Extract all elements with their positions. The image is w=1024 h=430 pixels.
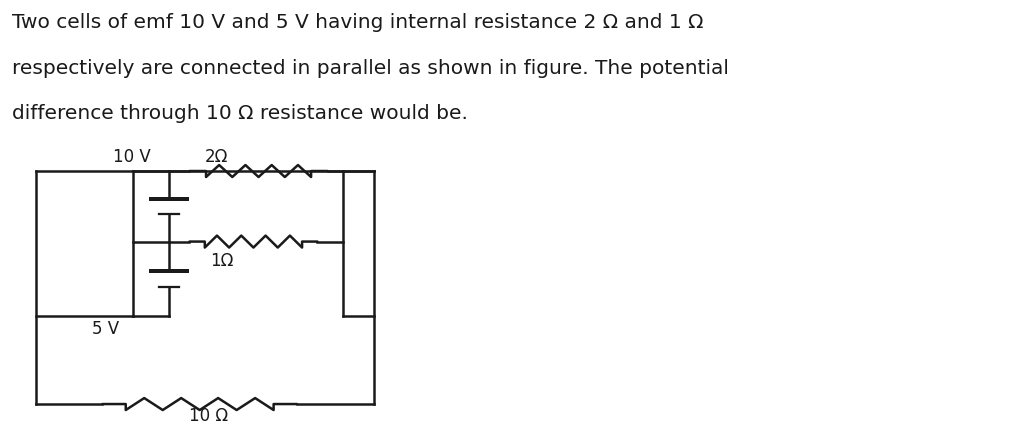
Text: 1Ω: 1Ω [210,252,233,270]
Text: 2Ω: 2Ω [205,148,228,166]
Text: Two cells of emf 10 V and 5 V having internal resistance 2 Ω and 1 Ω: Two cells of emf 10 V and 5 V having int… [12,13,703,32]
Text: 5 V: 5 V [92,320,119,338]
Text: 10 V: 10 V [113,148,151,166]
Text: difference through 10 Ω resistance would be.: difference through 10 Ω resistance would… [12,104,468,123]
Text: respectively are connected in parallel as shown in figure. The potential: respectively are connected in parallel a… [12,58,729,77]
Text: 10 Ω: 10 Ω [189,408,228,425]
